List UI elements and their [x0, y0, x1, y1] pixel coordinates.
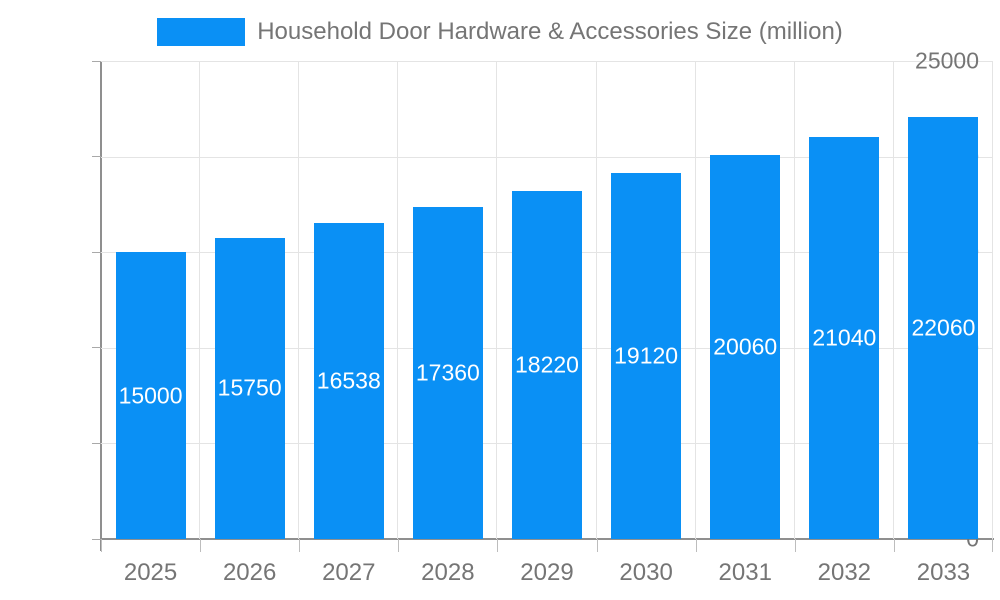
y-axis-tick: [92, 538, 101, 540]
x-axis-tick-label: 2033: [916, 559, 971, 586]
bar[interactable]: [313, 222, 384, 539]
x-gridline: [496, 61, 498, 539]
bar-value-label: 20060: [713, 333, 778, 360]
x-axis-tick-label: 2030: [619, 559, 673, 586]
x-gridline: [892, 61, 894, 539]
y-gridline: [101, 61, 993, 62]
y-axis-tick: [92, 156, 101, 158]
x-axis-tick: [200, 539, 202, 552]
bar[interactable]: [412, 207, 483, 539]
bar[interactable]: [908, 117, 979, 539]
bar-value-label: 22060: [911, 314, 976, 341]
bar-value-label: 21040: [812, 324, 877, 351]
y-axis-line: [100, 61, 102, 551]
x-axis-tick-label: 2028: [421, 559, 475, 586]
bar-value-label: 19120: [614, 342, 679, 369]
x-gridline: [793, 61, 795, 539]
bar[interactable]: [710, 155, 781, 539]
x-axis-tick: [893, 539, 895, 552]
x-axis-tick: [992, 539, 993, 552]
y-axis-tick: [92, 60, 101, 62]
bar[interactable]: [611, 173, 682, 539]
y-axis-tick-label: 25000: [915, 47, 979, 74]
y-axis-tick: [92, 251, 101, 253]
bar-value-label: 16538: [316, 367, 381, 394]
bar-value-label: 15000: [118, 382, 183, 409]
x-gridline: [595, 61, 597, 539]
x-gridline: [397, 61, 399, 539]
y-axis-tick: [92, 347, 101, 349]
x-axis-tick-label: 2025: [123, 559, 178, 586]
x-axis-tick-label: 2026: [222, 559, 277, 586]
bar[interactable]: [512, 190, 582, 539]
x-gridline: [992, 61, 993, 539]
bar[interactable]: [115, 252, 186, 539]
x-gridline: [694, 61, 696, 539]
x-axis-tick-label: 2031: [718, 559, 772, 586]
legend[interactable]: Household Door Hardware & Accessories Si…: [0, 10, 1000, 54]
x-axis-tick: [398, 539, 400, 552]
x-axis-tick: [101, 539, 102, 552]
y-axis-tick: [92, 442, 101, 444]
x-axis-tick-label: 2029: [520, 559, 574, 586]
x-axis-tick-label: 2032: [817, 559, 872, 586]
bar-value-label: 18220: [515, 351, 579, 378]
x-axis-line: [100, 538, 994, 540]
bar-value-label: 17360: [415, 359, 480, 386]
legend-label: Household Door Hardware & Accessories Si…: [257, 18, 843, 45]
x-axis-tick: [794, 539, 796, 552]
x-gridline: [199, 61, 201, 539]
plot-area: 0500010000150002000025000150002025157502…: [92, 48, 994, 586]
bar[interactable]: [214, 237, 285, 539]
x-gridline: [298, 61, 300, 539]
x-axis-tick: [596, 539, 598, 552]
y-gridline: [101, 156, 993, 158]
x-axis-tick: [299, 539, 301, 552]
bar[interactable]: [809, 136, 880, 539]
legend-swatch-icon: [157, 18, 246, 46]
x-axis-tick: [497, 539, 499, 552]
x-axis-tick-label: 2027: [322, 559, 376, 586]
bar-value-label: 15750: [217, 374, 282, 401]
x-axis-tick: [695, 539, 697, 552]
